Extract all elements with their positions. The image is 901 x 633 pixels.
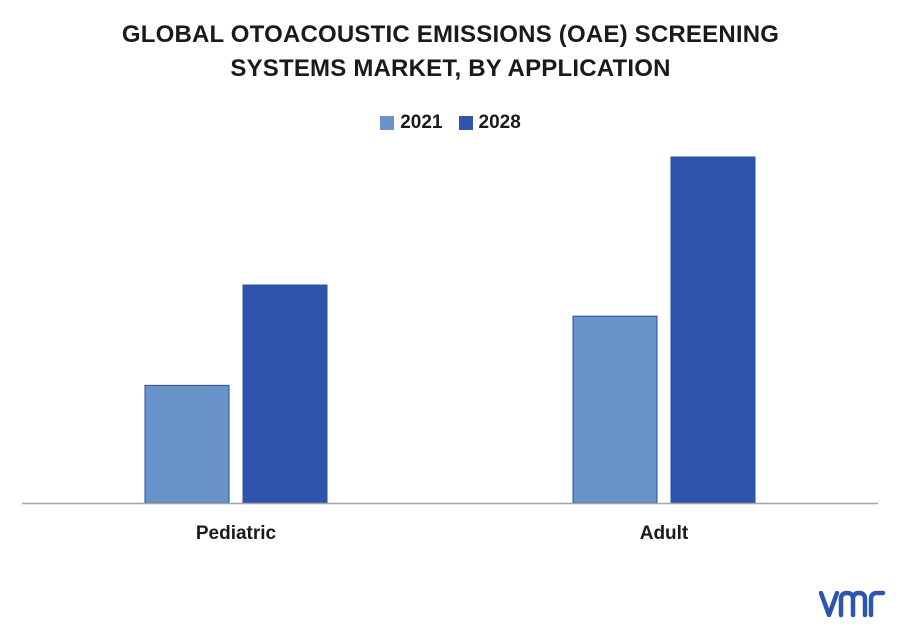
legend-swatch-2021 <box>380 116 395 130</box>
legend-item-2028: 2028 <box>458 112 521 134</box>
chart-title: GLOBAL OTOACOUSTIC EMISSIONS (OAE) SCREE… <box>0 18 901 86</box>
x-tick-label-adult: Adult <box>640 523 689 544</box>
bar-pediatric-2028 <box>242 284 328 504</box>
chart-title-line-2: SYSTEMS MARKET, BY APPLICATION <box>230 55 671 82</box>
legend-item-2021: 2021 <box>380 112 443 134</box>
legend-label-2028: 2028 <box>478 112 521 133</box>
bar-pediatric-2021 <box>144 384 230 504</box>
legend-label-2021: 2021 <box>400 112 443 133</box>
legend-swatch-2028 <box>458 116 473 130</box>
x-tick-label-pediatric: Pediatric <box>196 523 277 544</box>
bar-adult-2028 <box>670 156 756 504</box>
vmr-logo-mark <box>819 590 886 618</box>
chart-title-line-1: GLOBAL OTOACOUSTIC EMISSIONS (OAE) SCREE… <box>121 21 780 48</box>
bar-adult-2021 <box>572 315 658 504</box>
chart-legend: 2021 2028 <box>0 112 901 134</box>
vmr-logo <box>819 590 886 618</box>
